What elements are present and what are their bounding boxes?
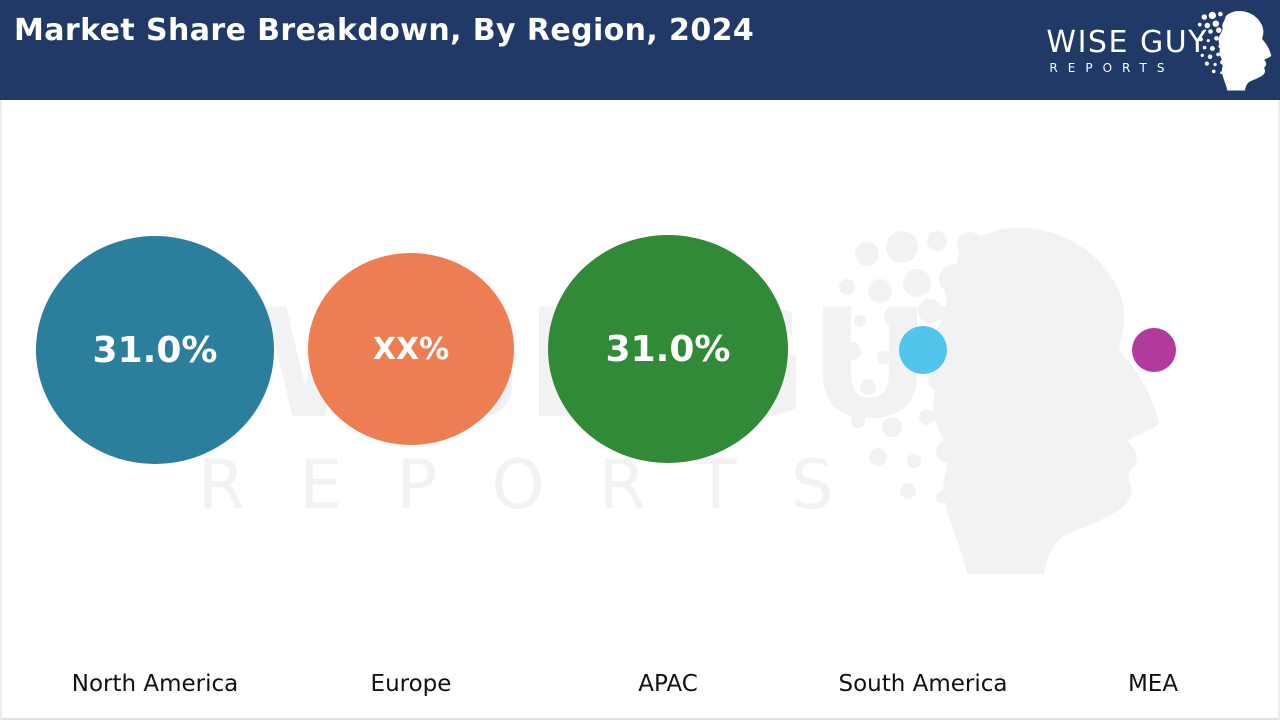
chart-title: Market Share Breakdown, By Region, 2024	[14, 13, 755, 48]
brand-name: WISE GUY	[1046, 25, 1208, 61]
bubble-apac-value: 31.0%	[605, 328, 731, 370]
plot-area: WISE GUY REPORTS 31.0%	[0, 100, 1280, 720]
bubble-europe: XX%	[308, 253, 514, 445]
watermark-reports-text: REPORTS	[198, 446, 888, 525]
label-mea: MEA	[1127, 671, 1179, 697]
watermark-head-silhouette-icon	[839, 227, 1159, 574]
label-apac: APAC	[638, 671, 698, 697]
label-north-america: North America	[71, 671, 239, 697]
brand-subtitle: REPORTS	[1049, 60, 1175, 75]
brand-head-icon	[1197, 11, 1272, 91]
bubble-north-america: 31.0%	[36, 236, 274, 464]
bubble-europe-value: XX%	[372, 331, 450, 367]
bubble-south-america	[899, 326, 947, 374]
brand-logo: WISE GUY REPORTS	[1046, 6, 1272, 96]
header: Market Share Breakdown, By Region, 2024 …	[0, 0, 1280, 100]
brand-logo-text: WISE GUY REPORTS	[1046, 27, 1208, 75]
label-europe: Europe	[370, 671, 452, 697]
bubble-mea	[1132, 328, 1176, 372]
bubble-apac: 31.0%	[548, 235, 788, 463]
label-south-america: South America	[838, 671, 1008, 697]
bubble-north-america-value: 31.0%	[92, 329, 218, 371]
